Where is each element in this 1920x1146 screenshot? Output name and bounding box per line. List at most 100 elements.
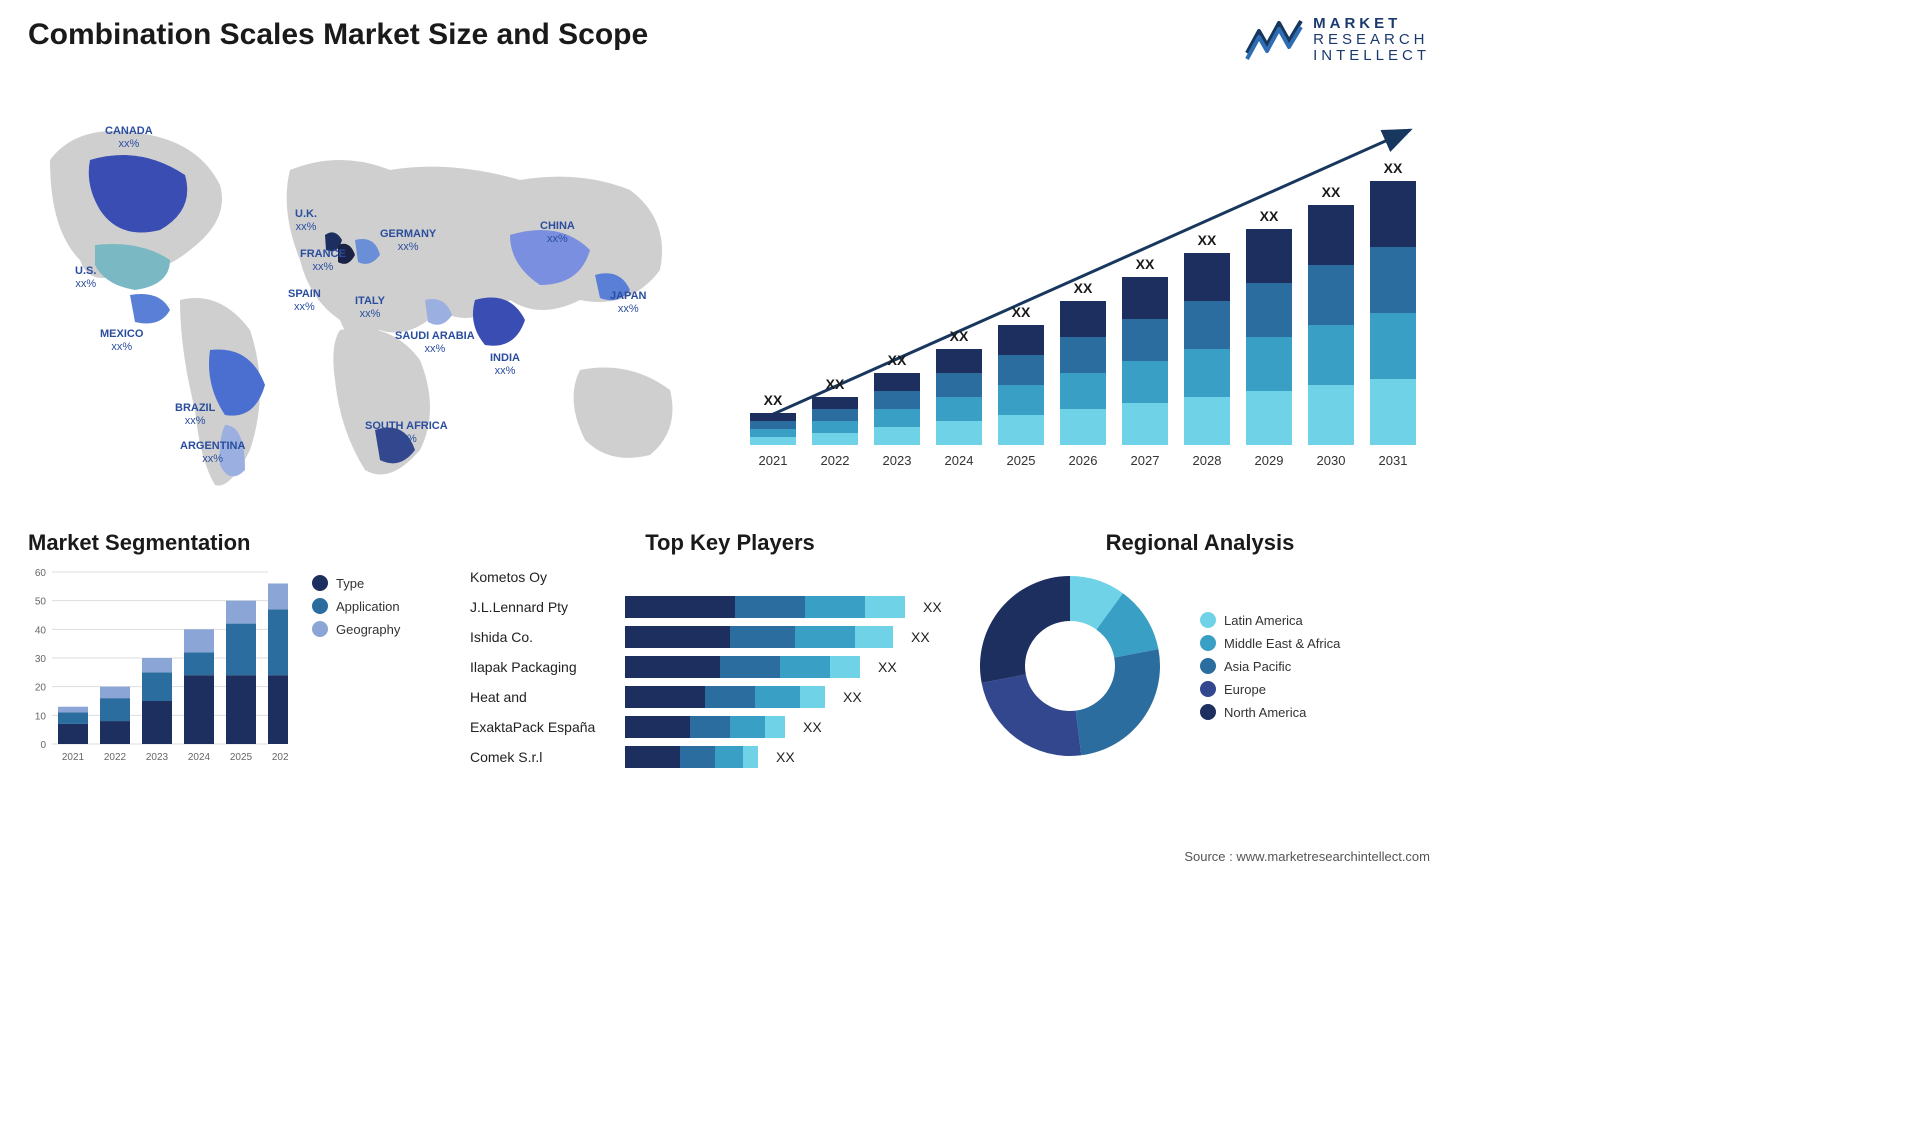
segmentation-legend-item: Geography xyxy=(312,621,400,637)
map-label: U.S.xx% xyxy=(75,265,96,291)
svg-text:2027: 2027 xyxy=(1131,453,1160,468)
player-row: Ilapak Packaging XX xyxy=(470,654,990,680)
segmentation-legend-item: Application xyxy=(312,598,400,614)
world-map: CANADAxx% U.S.xx% MEXICOxx% BRAZILxx% ARGENT… xyxy=(20,90,700,500)
map-label: SAUDI ARABIAxx% xyxy=(395,330,475,356)
player-value: XX xyxy=(923,599,942,615)
source-text: Source : www.marketresearchintellect.com xyxy=(1184,849,1430,864)
player-row: Heat and XX xyxy=(470,684,990,710)
svg-text:2023: 2023 xyxy=(146,752,169,763)
regional-legend-item: Latin America xyxy=(1200,612,1340,628)
player-bar xyxy=(625,686,825,708)
svg-text:2021: 2021 xyxy=(759,453,788,468)
svg-text:XX: XX xyxy=(1198,232,1217,248)
segmentation-legend-item: Type xyxy=(312,575,400,591)
svg-text:2025: 2025 xyxy=(1007,453,1036,468)
logo-wave-icon xyxy=(1245,17,1303,63)
svg-text:2024: 2024 xyxy=(945,453,974,468)
map-label: CHINAxx% xyxy=(540,220,575,246)
regional-legend-item: Middle East & Africa xyxy=(1200,635,1340,651)
svg-text:50: 50 xyxy=(35,597,47,608)
logo-text-1: MARKET xyxy=(1313,16,1430,32)
map-label: SPAINxx% xyxy=(288,288,321,314)
players-title: Top Key Players xyxy=(470,530,990,556)
svg-text:XX: XX xyxy=(1136,256,1155,272)
segmentation-panel: Market Segmentation 01020304050602021202… xyxy=(28,530,428,778)
player-bar xyxy=(625,596,905,618)
logo-text-2: RESEARCH xyxy=(1313,32,1430,48)
svg-text:0: 0 xyxy=(40,740,46,751)
growth-bar-chart: XX2021XX2022XX2023XX2024XX2025XX2026XX20… xyxy=(730,90,1430,490)
map-label: U.K.xx% xyxy=(295,208,317,234)
player-name: Ishida Co. xyxy=(470,629,615,645)
player-name: Comek S.r.l xyxy=(470,749,615,765)
svg-text:XX: XX xyxy=(1322,184,1341,200)
svg-text:2022: 2022 xyxy=(104,752,127,763)
player-bar xyxy=(625,716,785,738)
svg-text:20: 20 xyxy=(35,683,47,694)
svg-text:40: 40 xyxy=(35,625,47,636)
svg-text:XX: XX xyxy=(1260,208,1279,224)
regional-legend-item: Asia Pacific xyxy=(1200,658,1340,674)
svg-text:2025: 2025 xyxy=(230,752,253,763)
segmentation-legend: Type Application Geography xyxy=(312,568,400,644)
svg-text:30: 30 xyxy=(35,654,47,665)
player-row: Ishida Co. XX xyxy=(470,624,990,650)
map-label: FRANCExx% xyxy=(300,248,346,274)
logo-text-3: INTELLECT xyxy=(1313,48,1430,64)
logo: MARKET RESEARCH INTELLECT xyxy=(1245,16,1430,63)
svg-text:10: 10 xyxy=(35,711,47,722)
map-label: MEXICOxx% xyxy=(100,328,143,354)
map-label: INDIAxx% xyxy=(490,352,520,378)
svg-text:2028: 2028 xyxy=(1193,453,1222,468)
svg-text:2029: 2029 xyxy=(1255,453,1284,468)
player-name: Ilapak Packaging xyxy=(470,659,615,675)
player-row: ExaktaPack EspañaXX xyxy=(470,714,990,740)
map-label: BRAZILxx% xyxy=(175,402,215,428)
svg-text:XX: XX xyxy=(1384,160,1403,176)
svg-text:2026: 2026 xyxy=(1069,453,1098,468)
svg-text:XX: XX xyxy=(826,376,845,392)
svg-text:2030: 2030 xyxy=(1317,453,1346,468)
svg-text:60: 60 xyxy=(35,568,47,579)
svg-text:2024: 2024 xyxy=(188,752,211,763)
player-row: J.L.Lennard Pty XX xyxy=(470,594,990,620)
players-panel: Top Key Players Kometos Oy J.L.Lennard Pt… xyxy=(470,530,990,774)
svg-text:XX: XX xyxy=(950,328,969,344)
player-row: Kometos Oy xyxy=(470,564,990,590)
map-label: CANADAxx% xyxy=(105,125,153,151)
regional-donut-chart xyxy=(970,566,1170,766)
segmentation-title: Market Segmentation xyxy=(28,530,428,556)
player-value: XX xyxy=(843,689,862,705)
player-name: ExaktaPack España xyxy=(470,719,615,735)
player-value: XX xyxy=(878,659,897,675)
player-name: Kometos Oy xyxy=(470,569,615,585)
page-title: Combination Scales Market Size and Scope xyxy=(28,18,648,52)
svg-text:XX: XX xyxy=(1012,304,1031,320)
player-bar xyxy=(625,746,758,768)
map-label: GERMANYxx% xyxy=(380,228,436,254)
map-label: ARGENTINAxx% xyxy=(180,440,245,466)
svg-text:XX: XX xyxy=(1074,280,1093,296)
regional-legend: Latin America Middle East & Africa Asia Pa… xyxy=(1200,605,1340,727)
player-name: Heat and xyxy=(470,689,615,705)
player-row: Comek S.r.l XX xyxy=(470,744,990,770)
svg-text:2023: 2023 xyxy=(883,453,912,468)
regional-panel: Regional Analysis Latin America Middle Ea… xyxy=(970,530,1430,766)
player-bar xyxy=(625,626,893,648)
player-bar xyxy=(625,656,860,678)
regional-legend-item: Europe xyxy=(1200,681,1340,697)
regional-title: Regional Analysis xyxy=(970,530,1430,556)
svg-text:2026: 2026 xyxy=(272,752,288,763)
segmentation-chart: 0102030405060202120222023202420252026 xyxy=(28,568,288,778)
svg-text:XX: XX xyxy=(764,392,783,408)
svg-text:2031: 2031 xyxy=(1379,453,1408,468)
map-label: SOUTH AFRICAxx% xyxy=(365,420,448,446)
player-value: XX xyxy=(911,629,930,645)
player-value: XX xyxy=(776,749,795,765)
player-name: J.L.Lennard Pty xyxy=(470,599,615,615)
regional-legend-item: North America xyxy=(1200,704,1340,720)
map-label: JAPANxx% xyxy=(610,290,646,316)
svg-text:XX: XX xyxy=(888,352,907,368)
map-label: ITALYxx% xyxy=(355,295,385,321)
